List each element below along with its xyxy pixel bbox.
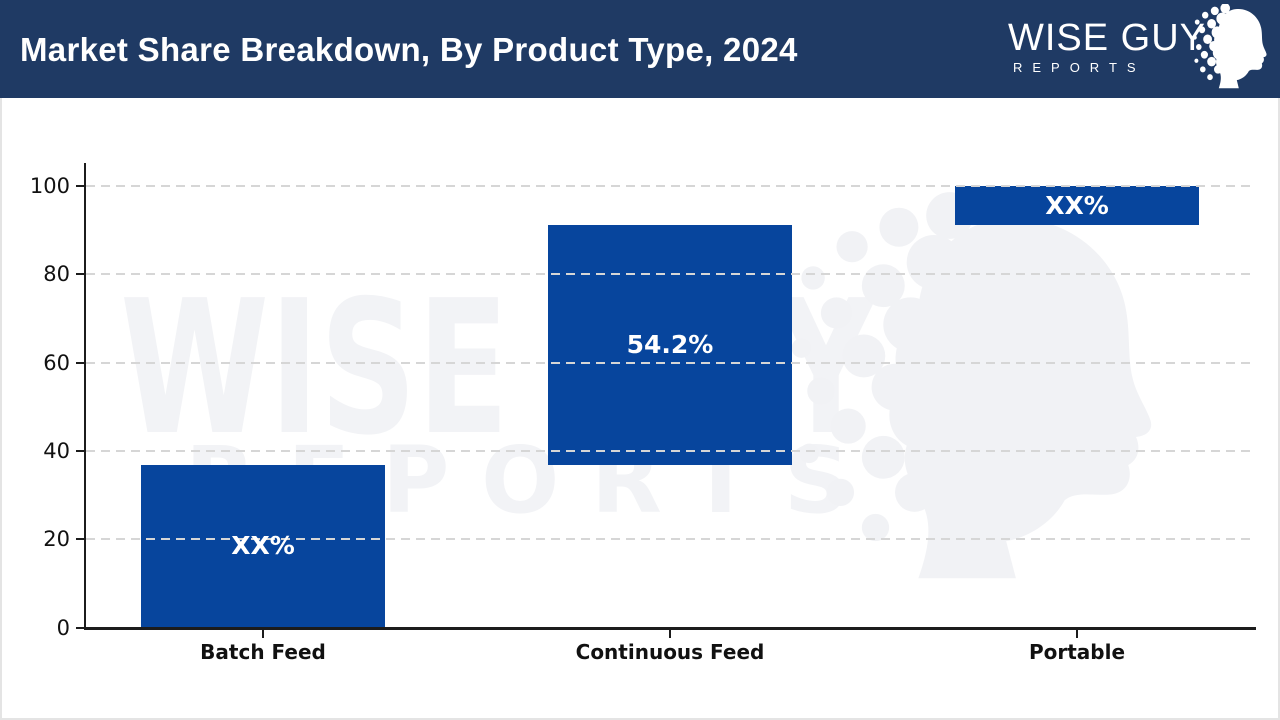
y-tick-40 xyxy=(76,449,84,452)
bar-portable xyxy=(955,186,1199,226)
bar-value-label-batch-feed: XX% xyxy=(231,531,295,561)
logo-line2: REPORTS xyxy=(1012,59,1146,75)
y-tick-label-60: 60 xyxy=(43,350,70,375)
gridline-80 xyxy=(86,273,1256,276)
gridline-60 xyxy=(86,361,1256,364)
y-axis-line xyxy=(84,163,86,629)
x-axis-label-continuous-feed: Continuous Feed xyxy=(575,640,765,664)
x-tick-portable xyxy=(1076,630,1078,638)
wiseguy-logo: WISE GUY REPORTS xyxy=(1008,4,1270,90)
x-axis-label-portable: Portable xyxy=(1028,640,1126,664)
gridline-20 xyxy=(86,538,1256,541)
bar-continuous-feed xyxy=(548,225,792,465)
logo-line1: WISE GUY xyxy=(1007,17,1206,60)
x-axis-label-batch-feed: Batch Feed xyxy=(200,640,326,664)
y-tick-label-0: 0 xyxy=(56,615,70,640)
y-tick-100 xyxy=(76,185,84,188)
y-tick-label-20: 20 xyxy=(43,527,70,552)
y-tick-0 xyxy=(76,626,84,629)
chart-title: Market Share Breakdown, By Product Type,… xyxy=(20,31,798,68)
y-tick-80 xyxy=(76,273,84,276)
header-banner: Market Share Breakdown, By Product Type,… xyxy=(0,0,1280,98)
y-tick-60 xyxy=(76,361,84,364)
wiseguy-head-icon xyxy=(1192,4,1267,89)
bar-value-label-continuous-feed: 54.2% xyxy=(626,330,714,360)
bar-value-label-portable: XX% xyxy=(1045,190,1109,220)
x-axis-line xyxy=(84,627,1256,630)
x-tick-continuous-feed xyxy=(669,630,671,638)
y-tick-label-80: 80 xyxy=(43,262,70,287)
gridline-100 xyxy=(86,185,1256,188)
logo-wordmark: WISE GUY REPORTS xyxy=(1007,17,1206,75)
gridline-40 xyxy=(86,449,1256,452)
bar-batch-feed xyxy=(141,464,385,628)
y-tick-20 xyxy=(76,538,84,541)
x-tick-batch-feed xyxy=(262,630,264,638)
y-tick-label-100: 100 xyxy=(29,174,70,199)
y-tick-label-40: 40 xyxy=(43,438,70,463)
